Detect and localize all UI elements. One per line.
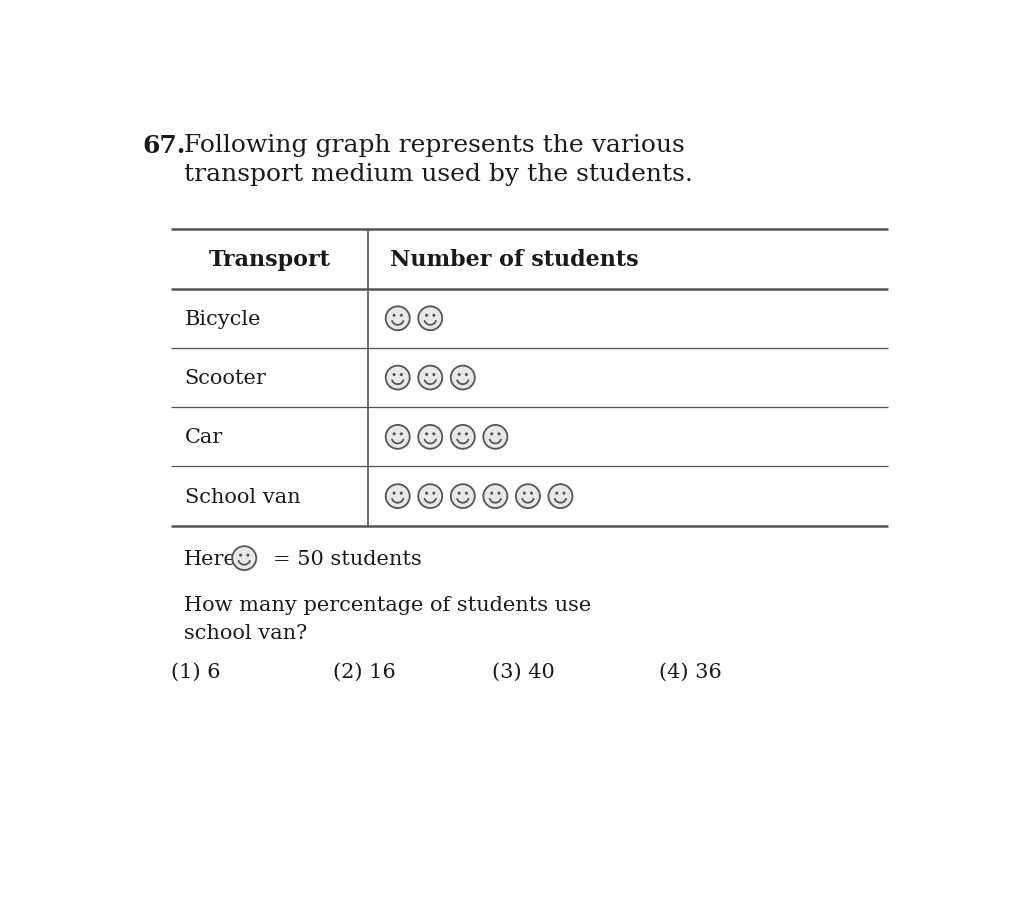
Text: 67.: 67.	[142, 134, 185, 158]
Text: Scooter: Scooter	[184, 369, 266, 387]
Circle shape	[530, 492, 534, 496]
Circle shape	[562, 492, 565, 496]
Circle shape	[451, 366, 475, 390]
Circle shape	[386, 307, 410, 331]
Text: transport medium used by the students.: transport medium used by the students.	[183, 163, 692, 186]
Circle shape	[483, 425, 507, 449]
Circle shape	[399, 492, 402, 496]
Circle shape	[498, 433, 501, 436]
Circle shape	[418, 425, 442, 449]
Circle shape	[465, 492, 468, 496]
Circle shape	[483, 485, 507, 508]
Circle shape	[232, 547, 256, 570]
Circle shape	[399, 314, 402, 318]
Circle shape	[425, 314, 428, 318]
Circle shape	[425, 374, 428, 377]
Circle shape	[458, 433, 461, 436]
Circle shape	[425, 492, 428, 496]
Circle shape	[451, 425, 475, 449]
Circle shape	[522, 492, 526, 496]
Circle shape	[432, 492, 435, 496]
Circle shape	[392, 314, 395, 318]
Text: Following graph represents the various: Following graph represents the various	[183, 134, 685, 157]
Circle shape	[432, 314, 435, 318]
Circle shape	[418, 307, 442, 331]
Circle shape	[498, 492, 501, 496]
Circle shape	[399, 433, 402, 436]
Circle shape	[418, 366, 442, 390]
Text: School van: School van	[184, 487, 300, 507]
Circle shape	[399, 374, 402, 377]
Text: Bicycle: Bicycle	[184, 310, 261, 328]
Text: Here,: Here,	[183, 549, 244, 568]
Circle shape	[490, 433, 494, 436]
Text: = 50 students: = 50 students	[273, 549, 422, 568]
Text: (2) 16: (2) 16	[334, 661, 396, 681]
Circle shape	[247, 554, 250, 557]
Text: (4) 36: (4) 36	[658, 661, 722, 681]
Circle shape	[386, 425, 410, 449]
Circle shape	[386, 366, 410, 390]
Circle shape	[465, 374, 468, 377]
Circle shape	[490, 492, 494, 496]
Circle shape	[465, 433, 468, 436]
Circle shape	[555, 492, 558, 496]
Text: How many percentage of students use: How many percentage of students use	[183, 596, 591, 614]
Text: Car: Car	[184, 428, 223, 447]
Text: (1) 6: (1) 6	[171, 661, 220, 681]
Circle shape	[516, 485, 540, 508]
Circle shape	[392, 492, 395, 496]
Circle shape	[549, 485, 572, 508]
Circle shape	[418, 485, 442, 508]
Circle shape	[392, 433, 395, 436]
Text: school van?: school van?	[183, 623, 307, 642]
Circle shape	[432, 433, 435, 436]
Text: Number of students: Number of students	[390, 249, 639, 271]
Circle shape	[458, 492, 461, 496]
Circle shape	[451, 485, 475, 508]
Circle shape	[432, 374, 435, 377]
Text: Transport: Transport	[209, 249, 331, 271]
Text: (3) 40: (3) 40	[493, 661, 555, 681]
Circle shape	[392, 374, 395, 377]
Circle shape	[239, 554, 243, 557]
Circle shape	[386, 485, 410, 508]
Circle shape	[458, 374, 461, 377]
Circle shape	[425, 433, 428, 436]
